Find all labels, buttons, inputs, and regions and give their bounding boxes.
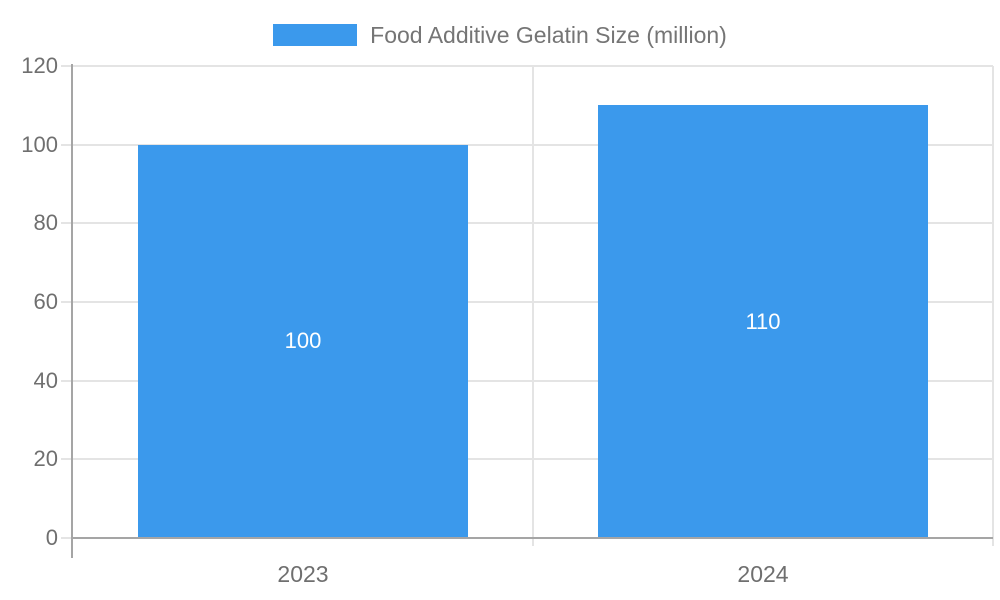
y-axis-tick-label: 100 (21, 131, 58, 157)
bar-value-label: 100 (284, 328, 322, 354)
y-tick (61, 458, 73, 461)
y-axis-tick-label: 0 (45, 525, 58, 550)
category-boundary-line (532, 66, 534, 546)
y-axis-tick-label: 80 (33, 210, 58, 236)
y-axis-tick-label: 60 (33, 289, 58, 314)
y-tick (61, 537, 73, 539)
category-boundary-line (992, 66, 994, 546)
bar-2024[interactable]: 110 (598, 105, 928, 538)
legend-label: Food Additive Gelatin Size (million) (370, 22, 727, 48)
y-axis-line (71, 64, 73, 558)
x-axis-category-label: 2023 (277, 561, 329, 587)
y-axis-tick-label: 120 (21, 53, 58, 78)
y-axis-tick-label: 20 (33, 446, 58, 472)
y-tick (61, 222, 73, 225)
y-tick (61, 379, 73, 382)
y-tick (61, 143, 73, 146)
y-tick (61, 65, 73, 67)
x-axis-category-label: 2024 (737, 561, 789, 587)
bar-2023[interactable]: 100 (138, 144, 468, 538)
y-tick (61, 301, 73, 303)
bar-value-label: 110 (745, 308, 781, 334)
x-axis-line (71, 537, 993, 539)
legend-swatch (273, 24, 358, 46)
chart-legend[interactable]: Food Additive Gelatin Size (million) (0, 22, 1000, 48)
y-axis-tick-label: 40 (33, 367, 58, 393)
